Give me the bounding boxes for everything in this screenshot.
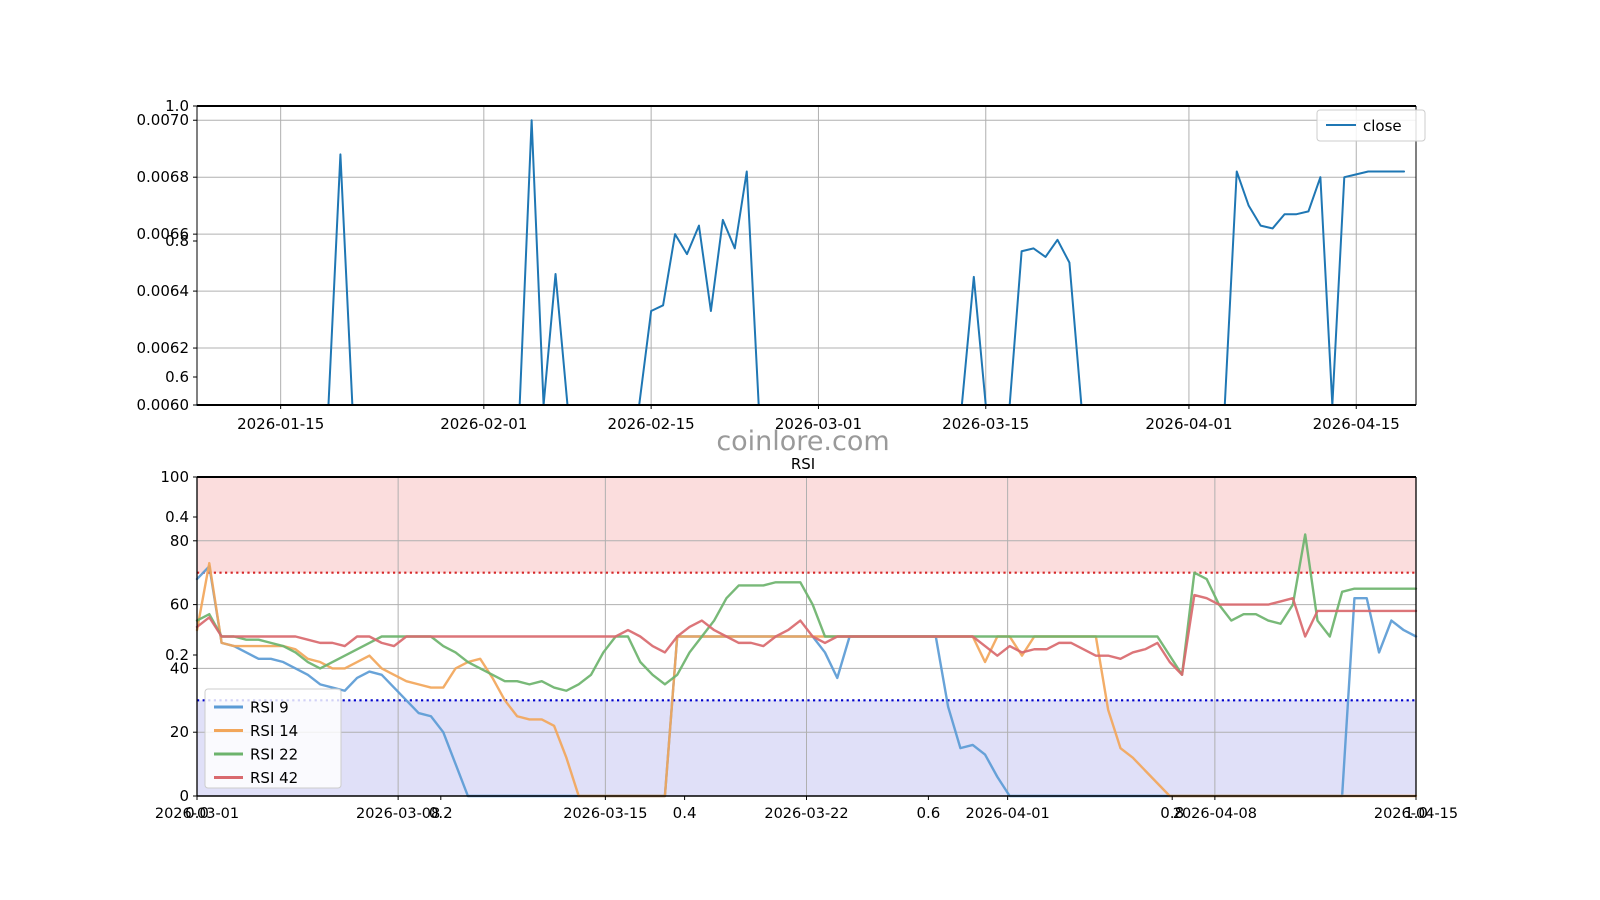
rsi-legend-label-rsi-22: RSI 22 xyxy=(250,746,298,764)
rsi-y-norm-tick-label: 0.2 xyxy=(165,646,189,664)
rsi-x-axis-norm-ticks: 0.0 0.2 0.4 0.6 0.8 1.0 xyxy=(185,796,1428,822)
watermark: coinlore.com xyxy=(716,426,889,457)
rsi-line-rsi-22 xyxy=(195,533,1418,692)
rsi-x-norm-tick-label: 0.2 xyxy=(429,804,453,822)
rsi-legend-label-rsi-42: RSI 42 xyxy=(250,769,298,787)
rsi-x-norm-tick-label: 0.0 xyxy=(185,804,209,822)
price-y-tick-label: 0.0060 xyxy=(137,396,190,414)
rsi-x-date-tick-label: 2026-03-01 xyxy=(155,806,239,822)
price-y-norm-tick-label: 1.0 xyxy=(165,97,189,115)
rsi-legend[interactable]: RSI 9 RSI 14 RSI 22 RSI 42 xyxy=(204,688,342,789)
rsi-y-tick-label: 60 xyxy=(170,596,189,614)
rsi-x-axis-date-ticks: 2026-03-01 2026-03-08 2026-03-15 2026-03-22… xyxy=(155,796,1458,822)
rsi-y-tick-label: 20 xyxy=(170,723,189,741)
rsi-legend-label-rsi-9: RSI 9 xyxy=(250,699,289,717)
price-legend-box xyxy=(1316,109,1426,142)
rsi-x-norm-tick-label: 0.4 xyxy=(673,804,697,822)
price-x-tick-label: 2026-02-01 xyxy=(440,415,527,433)
price-x-tick-label: 2026-04-01 xyxy=(1145,415,1232,433)
rsi-y-tick-label: 100 xyxy=(160,468,189,486)
rsi-y-tick-label: 40 xyxy=(170,659,189,677)
price-y-axis-norm-ticks: 1.0 0.8 0.6 xyxy=(165,97,197,386)
rsi-y-tick-label: 80 xyxy=(170,532,189,550)
price-x-axis-ticks: 2026-01-15 2026-02-01 2026-02-15 2026-03-01… xyxy=(237,405,1400,433)
price-plot-background xyxy=(197,106,1416,405)
rsi-y-norm-tick-label: 0.4 xyxy=(165,508,189,526)
price-x-tick-label: 2026-03-01 xyxy=(775,415,862,433)
price-x-tick-label: 2026-01-15 xyxy=(237,415,324,433)
rsi-x-norm-tick-label: 1.0 xyxy=(1404,804,1428,822)
price-x-tick-label: 2026-04-15 xyxy=(1313,415,1400,433)
rsi-x-norm-tick-label: 0.8 xyxy=(1160,804,1184,822)
rsi-x-date-tick-label: 2026-03-15 xyxy=(563,806,647,822)
price-panel: 0.00700.00680.00660.00640.00620.00601.00… xyxy=(137,97,1426,433)
rsi-x-date-tick-label: 2026-04-01 xyxy=(965,806,1049,822)
price-y-tick-label: 0.0070 xyxy=(137,111,190,129)
rsi-line-rsi-42 xyxy=(195,593,1418,676)
rsi-x-date-tick-label: 2026-03-22 xyxy=(764,806,848,822)
rsi-y-tick-label: 0 xyxy=(179,787,189,805)
rsi-x-norm-tick-label: 0.6 xyxy=(916,804,940,822)
rsi-legend-label-rsi-14: RSI 14 xyxy=(250,722,298,740)
price-y-norm-tick-label: 0.8 xyxy=(165,232,189,250)
price-x-tick-label: 2026-03-15 xyxy=(942,415,1029,433)
rsi-y-axis-ticks: 100 80 60 40 20 0 xyxy=(160,468,197,805)
price-y-norm-tick-label: 0.6 xyxy=(165,368,189,386)
rsi-x-date-tick-label: 2026-04-08 xyxy=(1173,806,1257,822)
rsi-legend-box xyxy=(204,688,342,789)
price-y-axis-ticks: 0.0070 0.0068 0.0066 0.0064 0.0062 0.0060 xyxy=(137,111,197,414)
rsi-y-axis-norm-ticks: 0.4 0.2 xyxy=(165,508,197,664)
rsi-title: RSI xyxy=(791,455,815,473)
price-legend-label-close: close xyxy=(1363,117,1402,135)
rsi-x-date-tick-label: 2026-04-15 xyxy=(1374,806,1458,822)
rsi-grid xyxy=(197,476,1416,797)
price-y-tick-label: 0.0062 xyxy=(137,339,190,357)
price-y-tick-label: 0.0066 xyxy=(137,225,190,243)
price-y-tick-label: 0.0064 xyxy=(137,282,190,300)
price-legend[interactable]: close xyxy=(1316,109,1426,142)
price-x-tick-label: 2026-02-15 xyxy=(608,415,695,433)
rsi-x-date-tick-label: 2026-03-08 xyxy=(356,806,440,822)
price-y-tick-label: 0.0068 xyxy=(137,168,190,186)
